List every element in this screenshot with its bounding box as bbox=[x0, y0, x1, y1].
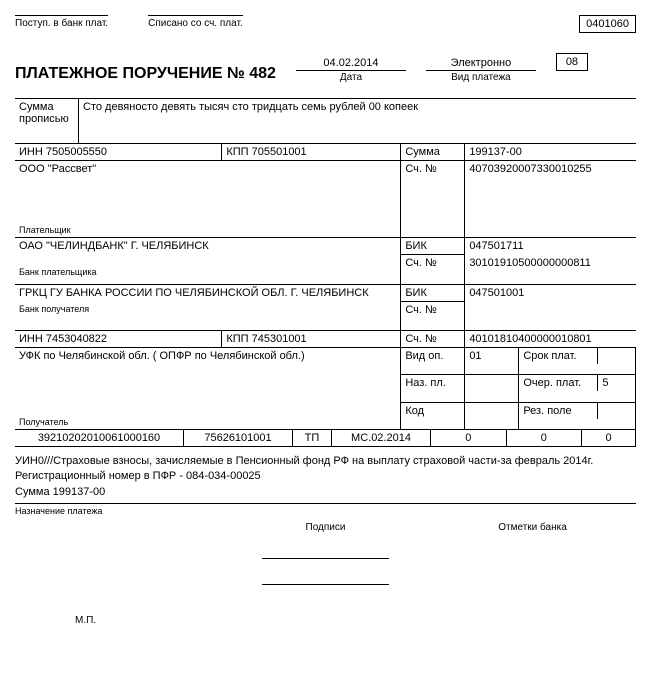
stamp-place: М.П. bbox=[75, 615, 636, 626]
top-left-labels: Поступ. в банк плат. Списано со сч. плат… bbox=[15, 15, 243, 29]
recv-inn-label: ИНН bbox=[19, 333, 43, 345]
kod-label: Код bbox=[401, 402, 465, 429]
received-label: Поступ. в банк плат. bbox=[15, 15, 108, 29]
type: 0 bbox=[582, 430, 636, 447]
recv-inn: 7453040822 bbox=[46, 333, 107, 345]
main-table: Сумма прописью Сто девяносто девять тыся… bbox=[15, 98, 636, 429]
osn: ТП bbox=[293, 430, 332, 447]
recv-name: УФК по Челябинской обл. ( ОПФР по Челяби… bbox=[19, 350, 396, 362]
rez-label: Рез. поле bbox=[519, 403, 598, 419]
signatures-label: Подписи bbox=[222, 522, 429, 533]
recv-kpp-label: КПП bbox=[226, 333, 248, 345]
recv-bank-name: ГРКЦ ГУ БАНКА РОССИИ ПО ЧЕЛЯБИНСКОЙ ОБЛ.… bbox=[19, 287, 396, 299]
code-row: 39210202010061000160 75626101001 ТП МС.0… bbox=[15, 429, 636, 447]
payer-bank-bik: 047501711 bbox=[465, 238, 636, 255]
transmission-value: Электронно bbox=[426, 57, 536, 71]
kbk: 39210202010061000160 bbox=[15, 430, 184, 447]
sum-value: 199137-00 bbox=[465, 144, 636, 161]
kod bbox=[465, 402, 519, 429]
payer-acc-label: Сч. № bbox=[401, 161, 465, 238]
header-top: Поступ. в банк плат. Списано со сч. плат… bbox=[15, 15, 636, 33]
naz-pl bbox=[465, 375, 519, 402]
payer-acc: 40703920007330010255 bbox=[465, 161, 636, 238]
sum-label: Сумма bbox=[401, 144, 465, 161]
recv-bank-acc bbox=[465, 301, 636, 331]
payer-bank-bik-label: БИК bbox=[401, 238, 465, 255]
signature-line-1 bbox=[262, 558, 389, 559]
title-row: ПЛАТЕЖНОЕ ПОРУЧЕНИЕ № 482 04.02.2014 Дат… bbox=[15, 53, 636, 83]
payer-bank-name: ОАО "ЧЕЛИНДБАНК" Г. ЧЕЛЯБИНСК bbox=[19, 240, 396, 252]
srok bbox=[598, 348, 635, 364]
srok-label: Срок плат. bbox=[519, 348, 598, 364]
payer-kpp-label: КПП bbox=[226, 146, 248, 158]
recv-bank-acc-label: Сч. № bbox=[401, 301, 465, 331]
ocher: 5 bbox=[598, 375, 635, 391]
docdate: 0 bbox=[506, 430, 582, 447]
oktmo: 75626101001 bbox=[184, 430, 293, 447]
recv-role-label: Получатель bbox=[19, 417, 396, 427]
payer-role-label: Плательщик bbox=[19, 225, 396, 235]
rez bbox=[598, 403, 635, 419]
form-code: 0401060 bbox=[579, 15, 636, 33]
recv-bank-label: Банк получателя bbox=[19, 304, 396, 314]
purpose-label: Назначение платежа bbox=[15, 503, 636, 516]
payment-purpose: УИН0///Страховые взносы, зачисляемые в П… bbox=[15, 451, 636, 503]
recv-bank-bik: 047501001 bbox=[465, 284, 636, 301]
date-label: Дата bbox=[296, 72, 406, 83]
payer-bank-acc-label: Сч. № bbox=[401, 255, 465, 285]
payer-bank-acc: 30101910500000000811 bbox=[465, 255, 636, 285]
sum-words: Сто девяносто девять тысяч сто тридцать … bbox=[79, 99, 636, 144]
recv-kpp: 745301001 bbox=[252, 333, 307, 345]
status-box: 08 bbox=[556, 53, 588, 71]
date-value: 04.02.2014 bbox=[296, 57, 406, 71]
period: МС.02.2014 bbox=[332, 430, 431, 447]
doc-title: ПЛАТЕЖНОЕ ПОРУЧЕНИЕ № 482 bbox=[15, 65, 276, 83]
payer-inn: 7505005550 bbox=[46, 146, 107, 158]
signature-line-2 bbox=[262, 584, 389, 585]
sum-words-label: Сумма прописью bbox=[15, 99, 79, 144]
payer-inn-label: ИНН bbox=[19, 146, 43, 158]
debited-label: Списано со сч. плат. bbox=[148, 15, 243, 29]
vid-op: 01 bbox=[465, 348, 519, 375]
payer-kpp: 705501001 bbox=[252, 146, 307, 158]
ocher-label: Очер. плат. bbox=[519, 375, 598, 391]
recv-acc: 40101810400000010801 bbox=[465, 331, 636, 348]
payer-name: ООО "Рассвет" bbox=[19, 163, 396, 175]
recv-acc-label: Сч. № bbox=[401, 331, 465, 348]
docnum: 0 bbox=[431, 430, 507, 447]
transmission-label: Вид платежа bbox=[426, 72, 536, 83]
recv-bank-bik-label: БИК bbox=[401, 284, 465, 301]
bank-marks-label: Отметки банка bbox=[429, 522, 636, 533]
signature-row: Подписи Отметки банка bbox=[15, 522, 636, 585]
vid-op-label: Вид оп. bbox=[401, 348, 465, 375]
payer-bank-label: Банк плательщика bbox=[19, 267, 396, 277]
naz-pl-label: Наз. пл. bbox=[401, 375, 465, 402]
